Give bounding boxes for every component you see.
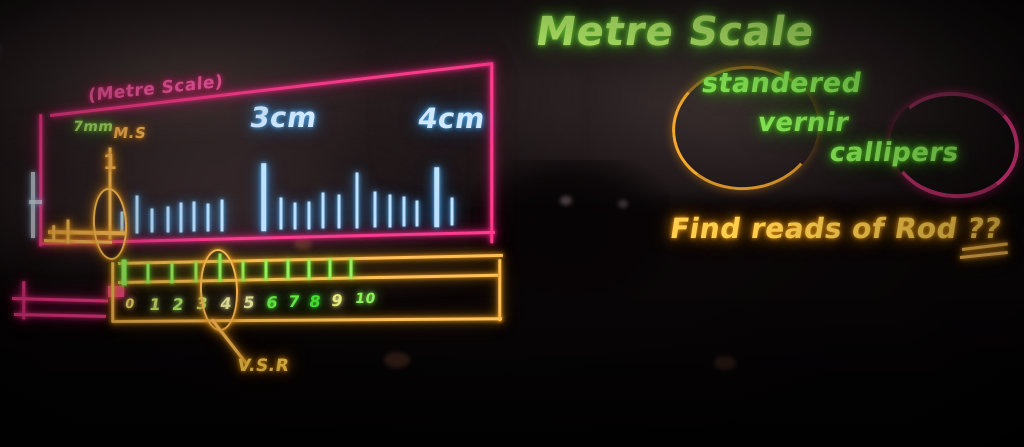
handwritten-diagram-board: (Metre Scale) 3cm4cm 7mm M.S 1 012345678… bbox=[0, 0, 1024, 447]
vignette-overlay bbox=[0, 0, 1024, 447]
